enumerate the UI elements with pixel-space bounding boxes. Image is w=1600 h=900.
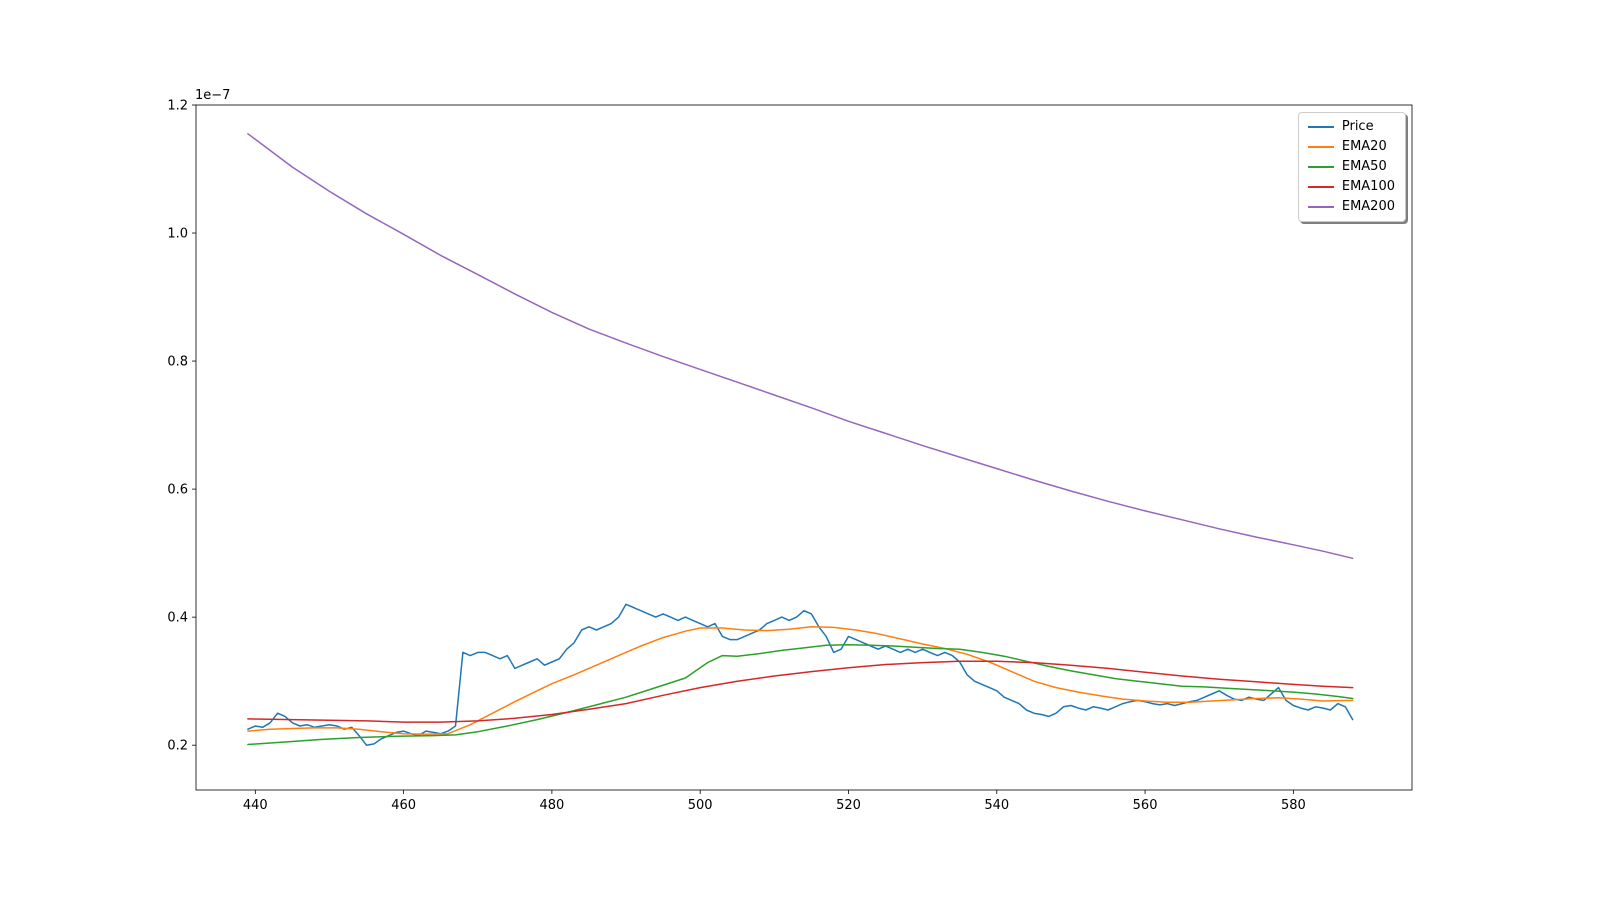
y-tick-label: 0.8	[167, 355, 188, 370]
legend: Price EMA20 EMA50 EMA100 EMA200	[1297, 112, 1406, 222]
y-tick-label: 0.4	[167, 611, 188, 626]
legend-item-ema100: EMA100	[1307, 179, 1395, 195]
y-tick-label: 1.0	[167, 227, 188, 242]
legend-line-sample-price	[1307, 126, 1334, 128]
series-line-price	[247, 603, 1354, 746]
legend-line-sample-ema100	[1307, 186, 1334, 188]
legend-label-ema200: EMA200	[1341, 199, 1395, 214]
x-tick-label: 540	[984, 798, 1009, 813]
legend-line-sample-ema20	[1307, 146, 1334, 148]
legend-item-ema200: EMA200	[1307, 199, 1395, 215]
series-line-ema20	[247, 626, 1354, 736]
y-tick-label: 1.2	[167, 99, 188, 114]
x-tick-label: 560	[1133, 798, 1158, 813]
legend-line-sample-ema50	[1307, 166, 1334, 168]
series-line-ema50	[247, 643, 1354, 746]
legend-label-ema100: EMA100	[1341, 179, 1395, 194]
x-tick-label: 500	[688, 798, 713, 813]
series-line-ema200	[247, 133, 1354, 560]
legend-item-ema20: EMA20	[1307, 139, 1395, 155]
y-tick-label: 0.6	[167, 483, 188, 498]
legend-label-ema50: EMA50	[1341, 159, 1387, 174]
x-tick-label: 460	[391, 798, 416, 813]
axes-border	[195, 104, 1413, 791]
legend-label-ema20: EMA20	[1341, 139, 1387, 154]
x-tick-label: 580	[1281, 798, 1306, 813]
series-line-ema100	[247, 660, 1354, 723]
x-tick-label: 440	[243, 798, 268, 813]
y-axis-offset-label: 1e−7	[195, 88, 231, 103]
legend-line-sample-ema200	[1307, 206, 1334, 208]
x-tick-label: 480	[539, 798, 564, 813]
x-tick-label: 520	[836, 798, 861, 813]
legend-label-price: Price	[1341, 119, 1374, 134]
legend-item-ema50: EMA50	[1307, 159, 1395, 175]
legend-item-price: Price	[1307, 119, 1395, 135]
y-tick-label: 0.2	[167, 739, 188, 754]
